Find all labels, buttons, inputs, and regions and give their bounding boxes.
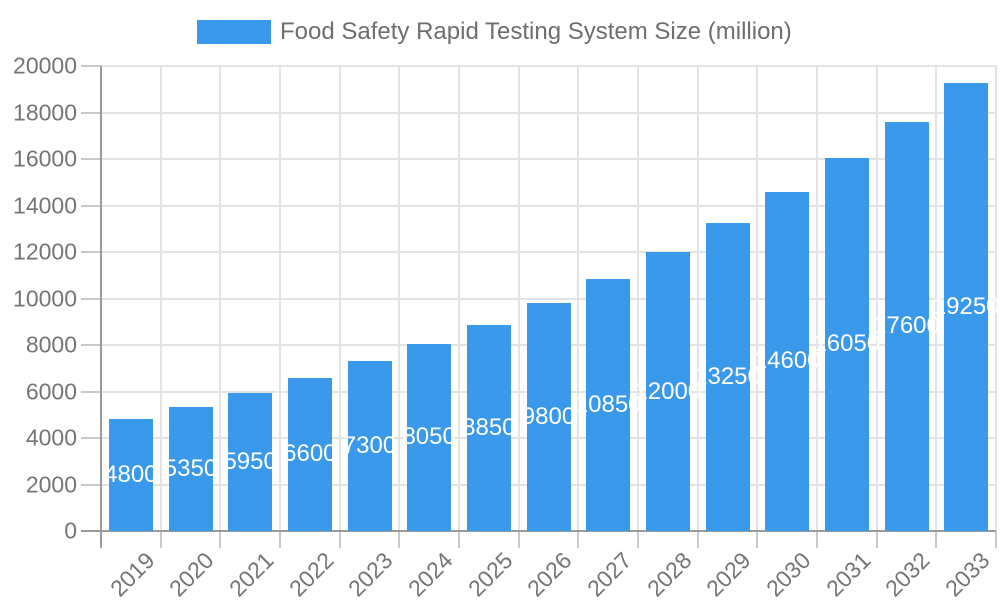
y-axis-tick-mark [81,344,101,346]
x-axis-tick-label: 2027 [581,547,637,600]
y-axis-tick-label: 12000 [13,238,77,265]
legend-swatch [197,20,271,44]
gridline-horizontal [101,251,996,253]
x-axis-tick-label: 2031 [820,547,876,600]
y-axis-tick-label: 20000 [13,52,77,79]
x-axis-line [81,530,996,532]
y-axis-tick-label: 0 [64,517,77,544]
gridline-vertical [696,66,699,531]
bar-2033[interactable] [944,83,989,531]
gridline-vertical [935,66,938,531]
y-axis-tick-mark [81,251,101,253]
bar-2029[interactable] [705,222,750,531]
bar-2031[interactable] [824,157,869,531]
y-axis-tick-mark [81,483,101,486]
x-axis-tick-label: 2021 [223,547,279,600]
x-axis-tick-label: 2028 [641,547,697,600]
x-axis-tick-mark [159,531,162,548]
x-axis-tick-mark [458,531,460,548]
x-axis-tick-mark [816,531,818,548]
y-axis-tick-mark [81,111,101,114]
x-axis-tick-mark [338,531,341,548]
x-axis-tick-mark [637,531,639,548]
bar-2019[interactable] [108,419,153,531]
bar-2032[interactable] [884,121,929,531]
x-axis-tick-mark [517,531,520,548]
x-axis-tick-label: 2023 [343,547,398,600]
gridline-vertical [517,66,520,531]
legend-label: Food Safety Rapid Testing System Size (m… [280,18,792,45]
x-axis-tick-label: 2026 [522,547,577,600]
y-axis-tick-label: 16000 [13,145,77,172]
gridline-horizontal [101,65,996,67]
y-axis-tick-label: 6000 [25,378,77,404]
x-axis-tick-label: 2019 [104,547,160,600]
x-axis-tick-mark [696,531,699,548]
bar-2030[interactable] [765,191,810,531]
x-axis-tick-mark [756,531,759,548]
bar-2026[interactable] [526,303,571,531]
x-axis-tick-label: 2020 [164,547,219,600]
x-axis-tick-label: 2032 [880,547,935,600]
gridline-vertical [398,66,401,531]
y-axis-tick-label: 8000 [25,331,77,358]
gridline-vertical [458,66,460,531]
bar-2024[interactable] [407,343,452,531]
gridline-horizontal [101,204,996,207]
gridline-vertical [875,66,878,531]
y-axis-tick-mark [81,204,101,207]
gridline-vertical [756,66,759,531]
gridline-vertical [219,66,222,531]
gridline-vertical [577,66,580,531]
x-axis-tick-mark [279,531,281,548]
gridline-vertical [159,66,162,531]
y-axis-tick-mark [81,437,101,439]
y-axis-tick-mark [81,297,101,300]
x-axis-tick-mark [875,531,878,548]
gridline-vertical [338,66,341,531]
x-axis-tick-label: 2033 [939,547,995,600]
gridline-vertical [279,66,281,531]
legend-item[interactable]: Food Safety Rapid Testing System Size (m… [197,19,792,45]
x-axis-tick-label: 2029 [701,547,756,600]
x-axis-tick-label: 2030 [760,547,816,600]
y-axis-tick-label: 18000 [13,99,77,125]
x-axis-tick-mark [935,531,938,548]
y-axis-tick-label: 14000 [13,192,77,218]
x-axis-tick-mark [219,531,222,548]
gridline-horizontal [101,111,996,114]
bar-2022[interactable] [287,377,332,531]
bar-2020[interactable] [168,406,213,531]
x-axis-tick-mark [995,531,997,548]
bar-2025[interactable] [466,325,511,531]
x-axis-tick-label: 2022 [283,547,339,600]
y-axis-tick-mark [81,390,101,393]
gridline-horizontal [101,297,996,300]
bar-2027[interactable] [586,278,631,531]
bar-2021[interactable] [228,392,273,531]
y-axis-tick-mark [81,158,101,160]
gridline-vertical [637,66,639,531]
bar-2023[interactable] [347,361,392,531]
y-axis-tick-label: 4000 [25,424,77,451]
bar-2028[interactable] [645,252,690,531]
x-axis-tick-label: 2025 [462,547,518,600]
y-axis-tick-label: 10000 [13,285,77,311]
y-axis-tick-label: 2000 [25,471,77,497]
gridline-horizontal [101,158,996,160]
x-axis-tick-label: 2024 [402,547,458,600]
y-axis-line [100,66,102,548]
x-axis-tick-mark [577,531,580,548]
gridline-vertical [995,66,997,531]
y-axis-tick-mark [81,65,101,67]
gridline-vertical [816,66,818,531]
x-axis-tick-mark [398,531,401,548]
